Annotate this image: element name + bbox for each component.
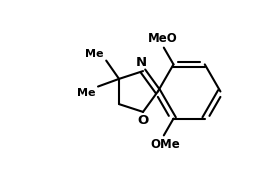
Text: N: N (136, 56, 147, 69)
Text: Me: Me (85, 49, 104, 59)
Text: O: O (137, 114, 149, 127)
Text: OMe: OMe (150, 138, 180, 151)
Text: MeO: MeO (147, 32, 177, 45)
Text: Me: Me (76, 88, 95, 98)
